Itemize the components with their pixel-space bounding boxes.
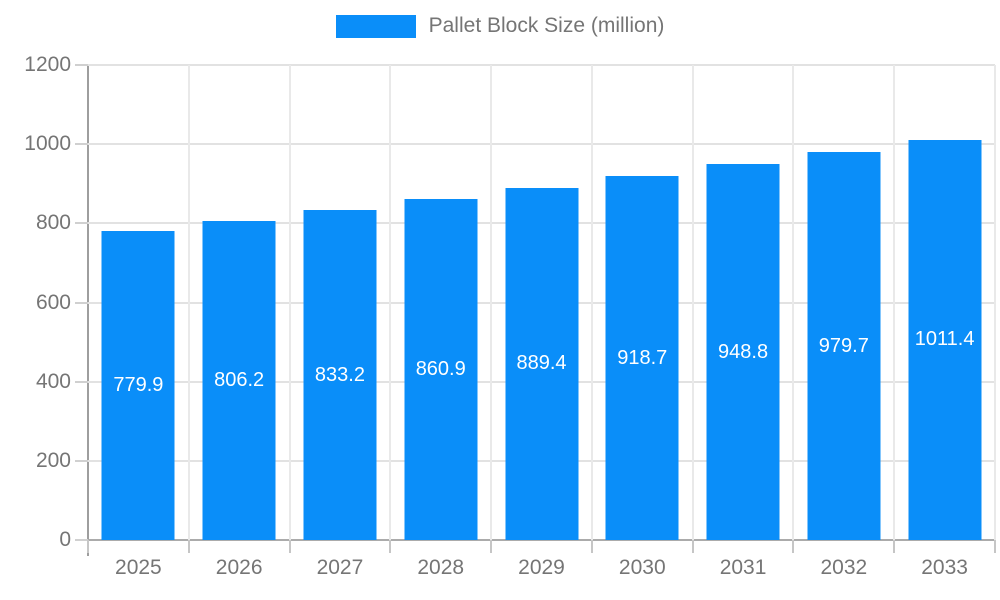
bar-2026[interactable]: 806.2 (202, 220, 276, 540)
x-gridline (691, 65, 694, 540)
y-axis-tick (75, 459, 88, 462)
y-gridline (88, 143, 995, 146)
x-gridline (893, 65, 896, 540)
bar-2033[interactable]: 1011.4 (908, 139, 982, 540)
x-axis-tick-label: 2031 (719, 556, 767, 579)
x-gridline (490, 65, 493, 540)
x-axis-tick (792, 540, 795, 553)
y-axis-tick-label: 1000 (24, 132, 71, 156)
y-axis-line (87, 65, 89, 556)
x-axis-tick (288, 540, 291, 553)
bar-2032[interactable]: 979.7 (807, 152, 881, 540)
x-gridline (288, 65, 291, 540)
x-gridline (187, 65, 190, 540)
x-gridline (389, 65, 392, 540)
x-axis-tick (691, 540, 694, 553)
bar-value-label: 860.9 (415, 358, 466, 381)
x-axis-tick-label: 2026 (215, 556, 263, 579)
bar-value-label: 948.8 (718, 340, 769, 363)
bar-2028[interactable]: 860.9 (404, 199, 478, 540)
y-axis-tick (75, 301, 88, 304)
x-axis-tick-label: 2028 (417, 556, 465, 579)
x-axis-tick-label: 2027 (316, 556, 364, 579)
bar-value-label: 806.2 (214, 368, 265, 391)
y-axis-tick (75, 64, 88, 66)
bar-value-label: 779.9 (113, 374, 164, 397)
y-axis-tick (75, 380, 88, 383)
x-axis-tick (87, 540, 89, 553)
x-axis-tick (893, 540, 896, 553)
y-axis-tick-label: 600 (35, 290, 71, 314)
x-axis-tick-label: 2029 (518, 556, 565, 579)
x-gridline (792, 65, 795, 540)
x-axis-tick-label: 2033 (921, 556, 968, 579)
x-axis-tick-label: 2032 (820, 556, 868, 579)
legend-swatch-icon (335, 14, 416, 38)
y-axis-tick-label: 0 (59, 528, 71, 551)
bar-2025[interactable]: 779.9 (101, 231, 175, 540)
x-axis-tick (590, 540, 593, 553)
bar-2029[interactable]: 889.4 (505, 187, 578, 540)
y-axis-tick-label: 400 (35, 369, 71, 393)
y-axis-tick-label: 200 (35, 448, 71, 472)
y-axis-tick (75, 539, 88, 541)
x-axis-tick (490, 540, 493, 553)
bar-2030[interactable]: 918.7 (605, 176, 679, 540)
bar-value-label: 1011.4 (914, 328, 975, 351)
bar-value-label: 918.7 (617, 346, 668, 369)
bar-2031[interactable]: 948.8 (706, 164, 780, 540)
x-axis-line (75, 539, 995, 541)
x-axis-tick (187, 540, 190, 553)
legend-label: Pallet Block Size (million) (428, 14, 665, 37)
x-axis-tick-label: 2030 (618, 556, 666, 579)
y-axis-tick (75, 143, 88, 146)
chart-legend[interactable]: Pallet Block Size (million) (0, 14, 1000, 38)
bar-value-label: 979.7 (818, 334, 869, 357)
plot-area: 0 200 400 600 800 1000 1200 779.9 2025 806.2 2026 8… (24, 53, 996, 579)
y-axis-tick-label: 800 (35, 211, 71, 235)
x-axis-tick (994, 540, 996, 553)
y-axis-tick (75, 222, 88, 225)
bar-value-label: 889.4 (516, 352, 567, 375)
x-axis-tick-label: 2025 (115, 556, 162, 579)
x-gridline (590, 65, 593, 540)
y-gridline (88, 64, 995, 66)
bar-2027[interactable]: 833.2 (303, 210, 377, 540)
x-gridline (994, 65, 996, 540)
y-axis-tick-label: 1200 (24, 53, 71, 76)
bar-value-label: 833.2 (314, 363, 365, 386)
x-axis-tick (389, 540, 392, 553)
